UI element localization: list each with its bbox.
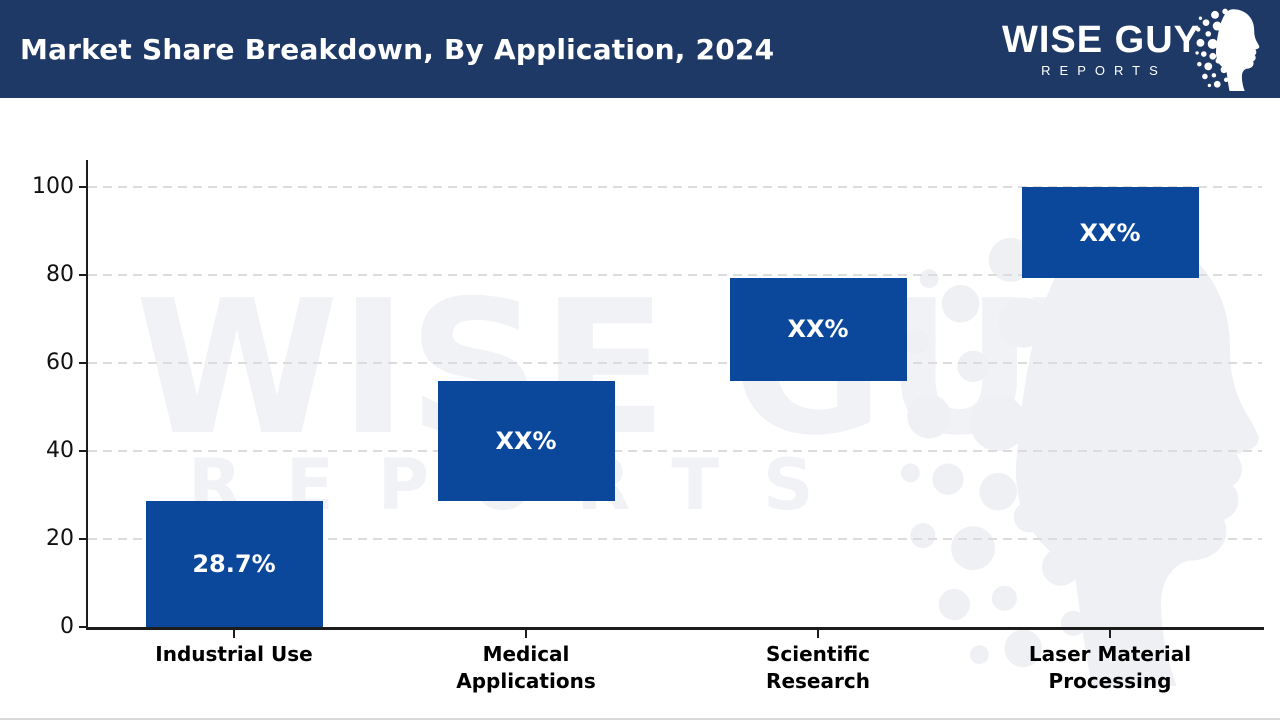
- bar-value-label: XX%: [495, 426, 557, 455]
- bar-industrial-use: 28.7%: [145, 500, 323, 627]
- x-label-line: Research: [766, 669, 870, 693]
- bar-value-label: 28.7%: [192, 549, 276, 578]
- gridline-20: [88, 538, 1262, 540]
- y-tick-20: [79, 538, 87, 540]
- wiseguy-logo: WISE GUY REPORTS: [1002, 7, 1266, 91]
- y-tick-label-40: 40: [46, 438, 74, 463]
- y-tick-label-100: 100: [32, 174, 74, 199]
- y-tick-0: [79, 626, 87, 628]
- gridline-60: [88, 362, 1262, 364]
- bar-value-label: XX%: [787, 315, 849, 344]
- gridline-100: [88, 186, 1262, 188]
- x-label-line: Laser Material: [1028, 642, 1192, 666]
- logo-wordmark: WISE GUY: [1001, 18, 1200, 61]
- y-tick-label-0: 0: [60, 614, 74, 639]
- y-tick-label-20: 20: [46, 526, 74, 551]
- gridline-80: [88, 274, 1262, 276]
- chart-title: Market Share Breakdown, By Application, …: [20, 32, 775, 66]
- bar-laser-material-processing: XX%: [1021, 187, 1199, 279]
- y-tick-label-80: 80: [46, 262, 74, 287]
- x-label-medical-applications: Medical Applications: [380, 641, 672, 695]
- logo-text: WISE GUY REPORTS: [1002, 21, 1200, 78]
- logo-subtitle: REPORTS: [1041, 62, 1167, 78]
- x-label-scientific-research: Scientific Research: [672, 641, 964, 695]
- y-axis: [86, 160, 88, 630]
- x-axis: [86, 627, 1264, 630]
- x-tick-medical-applications: [525, 630, 527, 638]
- chart-area: WISE GUY REPORTS 02040608010028.7%Indust…: [0, 98, 1280, 720]
- bar-value-label: XX%: [1079, 218, 1141, 247]
- x-label-line: Scientific: [765, 642, 870, 666]
- x-tick-industrial-use: [233, 630, 235, 638]
- bar-scientific-research: XX%: [729, 278, 907, 381]
- y-tick-100: [79, 186, 87, 188]
- x-label-industrial-use: Industrial Use: [88, 641, 380, 668]
- y-tick-80: [79, 274, 87, 276]
- bar-medical-applications: XX%: [437, 380, 615, 501]
- x-label-laser-material-processing: Laser Material Processing: [964, 641, 1256, 695]
- x-tick-laser-material-processing: [1109, 630, 1111, 638]
- x-tick-scientific-research: [817, 630, 819, 638]
- x-label-line: Applications: [456, 669, 596, 693]
- y-tick-label-60: 60: [46, 350, 74, 375]
- x-label-line: Industrial Use: [155, 642, 313, 666]
- header-bar: Market Share Breakdown, By Application, …: [0, 0, 1280, 98]
- x-label-line: Processing: [1048, 669, 1172, 693]
- x-label-line: Medical: [482, 642, 570, 666]
- gridline-40: [88, 450, 1262, 452]
- y-tick-40: [79, 450, 87, 452]
- y-tick-60: [79, 362, 87, 364]
- wiseguy-head-icon: [1195, 8, 1260, 91]
